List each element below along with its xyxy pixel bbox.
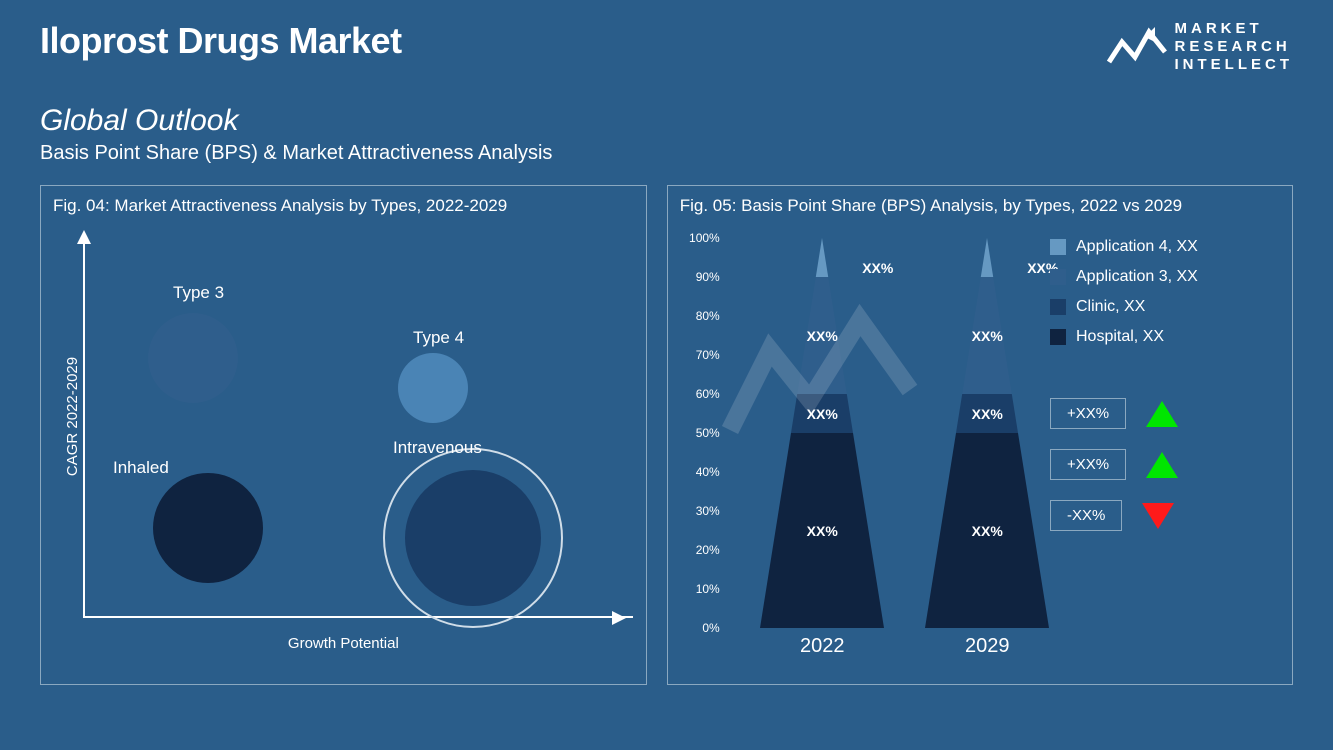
bubble-label-type 3: Type 3 xyxy=(173,283,224,303)
legend-text: Application 3, XX xyxy=(1076,268,1198,286)
watermark-icon xyxy=(720,280,920,480)
change-row: -XX% xyxy=(1050,500,1270,531)
cone-seg-label-hospital: XX% xyxy=(807,523,838,539)
fig05-y-tick: 40% xyxy=(680,465,720,479)
logo: MARKET RESEARCH INTELLECT xyxy=(1107,20,1294,74)
fig04-y-label: CAGR 2022-2029 xyxy=(64,357,81,476)
fig04-bubble-area: CAGR 2022-2029 Growth Potential Type 3 Ty… xyxy=(53,228,634,658)
fig05-y-tick: 60% xyxy=(680,387,720,401)
charts-container: Fig. 04: Market Attractiveness Analysis … xyxy=(0,175,1333,705)
change-value: -XX% xyxy=(1050,500,1122,531)
legend-text: Clinic, XX xyxy=(1076,298,1145,316)
cone-seg-label-app3: XX% xyxy=(972,328,1003,344)
triangle-up-icon xyxy=(1146,452,1178,478)
change-value: +XX% xyxy=(1050,398,1126,429)
change-value: +XX% xyxy=(1050,449,1126,480)
legend-item: Hospital, XX xyxy=(1050,328,1270,346)
cone-top-label: XX% xyxy=(862,260,893,276)
bubble-type 4 xyxy=(398,353,468,423)
fig05-y-tick: 20% xyxy=(680,543,720,557)
change-row: +XX% xyxy=(1050,449,1270,480)
triangle-up-icon xyxy=(1146,401,1178,427)
cone-seg-label-hospital: XX% xyxy=(972,523,1003,539)
fig04-x-label: Growth Potential xyxy=(288,635,399,652)
fig05-legend: Application 4, XX Application 3, XX Clinic… xyxy=(1050,238,1270,531)
fig05-y-tick: 100% xyxy=(680,231,720,245)
fig04-y-axis xyxy=(83,238,85,618)
fig05-y-tick: 70% xyxy=(680,348,720,362)
logo-text: MARKET RESEARCH INTELLECT xyxy=(1175,20,1294,74)
fig05-y-tick: 30% xyxy=(680,504,720,518)
fig05-y-tick: 90% xyxy=(680,270,720,284)
legend-item: Application 3, XX xyxy=(1050,268,1270,286)
change-row: +XX% xyxy=(1050,398,1270,429)
logo-line-1: MARKET xyxy=(1175,20,1294,38)
fig05-y-tick: 50% xyxy=(680,426,720,440)
bubble-label-inhaled: Inhaled xyxy=(113,458,169,478)
bubble-label-type 4: Type 4 xyxy=(413,328,464,348)
fig04-box: Fig. 04: Market Attractiveness Analysis … xyxy=(40,185,647,685)
cone-year-label: 2022 xyxy=(800,635,845,658)
logo-icon xyxy=(1107,22,1167,72)
fig04-x-axis xyxy=(83,616,633,618)
cone-seg-label-clinic: XX% xyxy=(972,406,1003,422)
legend-text: Application 4, XX xyxy=(1076,238,1198,256)
cone-seg-app4 xyxy=(816,238,828,277)
legend-swatch-icon xyxy=(1050,329,1066,345)
fig05-y-tick: 0% xyxy=(680,621,720,635)
legend-item: Clinic, XX xyxy=(1050,298,1270,316)
fig05-y-tick: 80% xyxy=(680,309,720,323)
bubble-inhaled xyxy=(153,473,263,583)
page-title: Iloprost Drugs Market xyxy=(40,20,402,62)
header: Iloprost Drugs Market MARKET RESEARCH IN… xyxy=(0,0,1333,84)
logo-line-3: INTELLECT xyxy=(1175,56,1294,74)
legend-swatch-icon xyxy=(1050,269,1066,285)
legend-text: Hospital, XX xyxy=(1076,328,1164,346)
subtitle-block: Global Outlook Basis Point Share (BPS) &… xyxy=(0,84,1333,175)
logo-line-2: RESEARCH xyxy=(1175,38,1294,56)
fig05-y-tick: 10% xyxy=(680,582,720,596)
bubble-intravenous xyxy=(405,470,541,606)
fig04-arrow-right-icon xyxy=(612,611,626,625)
fig04-arrow-up-icon xyxy=(77,230,91,244)
cone-seg-app4 xyxy=(981,238,993,277)
triangle-down-icon xyxy=(1142,503,1174,529)
bubble-type 3 xyxy=(148,313,238,403)
subtitle-main: Global Outlook xyxy=(40,104,1293,138)
cone-2029: XX%XX%XX%XX%2029 xyxy=(917,238,1057,628)
legend-swatch-icon xyxy=(1050,239,1066,255)
legend-item: Application 4, XX xyxy=(1050,238,1270,256)
fig04-title: Fig. 04: Market Attractiveness Analysis … xyxy=(53,196,634,216)
bubble-label-intravenous: Intravenous xyxy=(393,438,482,458)
legend-swatch-icon xyxy=(1050,299,1066,315)
subtitle-sub: Basis Point Share (BPS) & Market Attract… xyxy=(40,142,1293,165)
cone-year-label: 2029 xyxy=(965,635,1010,658)
fig05-title: Fig. 05: Basis Point Share (BPS) Analysi… xyxy=(680,196,1280,216)
